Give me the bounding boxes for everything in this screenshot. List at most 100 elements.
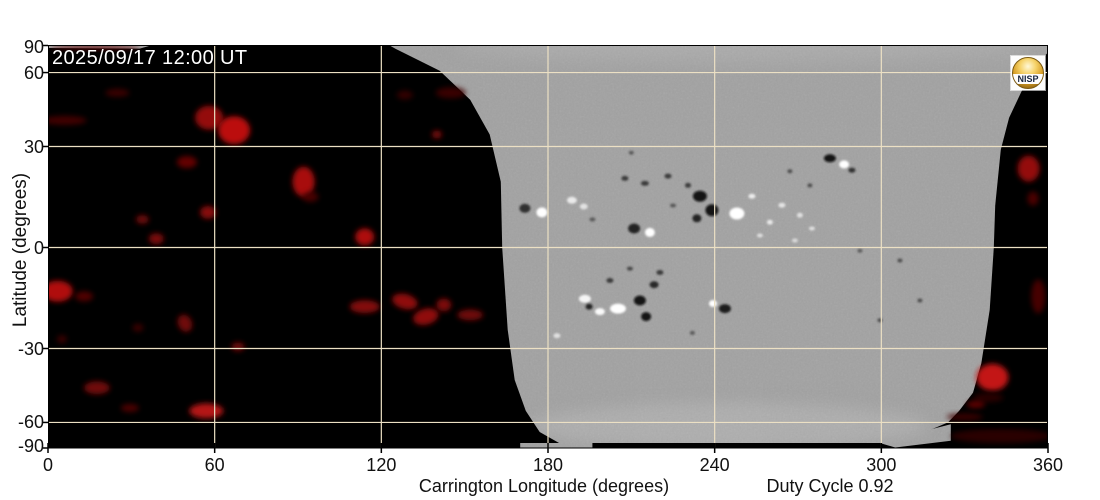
red-feature [292,166,315,197]
magnetic-feature [628,150,634,155]
x-axis-label: Carrington Longitude (degrees) [418,476,670,496]
x-tick-label: 300 [866,455,897,475]
magnetic-feature [823,154,836,163]
red-feature [950,429,1048,444]
red-feature [435,87,466,99]
magnetic-feature [606,278,614,283]
red-feature [105,88,130,97]
magnetic-feature [644,227,655,237]
y-tick-label: -60 [17,412,44,433]
magnetic-feature [670,203,676,208]
magnetic-feature [589,217,596,222]
magnetic-feature [628,223,641,234]
magnetic-feature [808,226,815,231]
magnetic-feature [839,160,850,169]
red-feature [973,393,1004,403]
magnetic-feature [787,169,793,174]
magnetic-feature [748,193,756,199]
magnetic-feature [848,167,856,173]
plot-frame [48,45,1048,449]
magnetic-feature [857,248,863,253]
duty-cycle-label: Duty Cycle 0.92 [766,476,894,496]
red-feature [392,293,418,310]
y-tick-label: 30 [23,136,44,157]
magnetic-feature [553,333,561,339]
magnetic-feature [791,238,798,243]
red-feature [195,105,224,130]
x-tick-label: 180 [532,455,564,475]
red-feature [83,381,110,395]
axis-tick-marks [43,44,1049,453]
magnetic-feature [649,281,659,289]
magnetic-feature [685,182,691,188]
magnetic-feature [610,303,626,314]
red-feature [176,156,197,169]
red-feature [75,291,94,302]
red-feature [355,228,375,246]
red-feature [457,309,484,321]
x-tick-label: 360 [1032,455,1064,475]
magnetic-feature [692,190,707,202]
red-feature [1027,191,1039,206]
magnetic-feature [641,312,652,322]
red-feature [48,115,87,125]
red-feature [132,323,144,332]
red-feature [1031,279,1046,314]
red-feature [48,280,73,302]
magnetic-feature [766,219,773,225]
nisp-logo: NISP [1011,56,1045,90]
magnetic-feature [566,196,577,204]
y-tick-label: -90 [17,436,44,456]
magnetic-feature [917,298,923,303]
magnetic-feature [692,214,702,223]
red-feature [56,335,67,344]
red-feature [976,363,1009,391]
red-feature [50,45,141,50]
magnetic-feature [585,303,593,310]
magnetic-feature [897,258,903,263]
magnetic-feature [778,202,786,208]
y-tick-label: 90 [23,37,44,57]
magnetic-feature [519,203,531,213]
y-tick-label: 0 [33,237,44,258]
magnetic-feature [718,304,731,314]
magnetic-feature [536,207,548,218]
magnetic-feature [709,300,717,307]
magnetic-feature [633,295,646,306]
red-feature [135,214,149,224]
magnetic-feature [756,233,763,238]
red-feature [946,413,983,421]
magnetic-feature [705,204,719,217]
red-feature [302,191,319,202]
red-feature [413,308,439,326]
magnetic-feature [807,183,813,188]
red-feature [200,205,216,219]
x-tick-label: 120 [366,455,397,475]
magnetic-feature [689,330,695,335]
magnetic-feature [578,294,591,303]
red-feature [966,401,985,408]
magnetic-feature [656,270,664,275]
red-feature [189,403,224,419]
x-tick-label: 60 [204,455,225,475]
magnetic-feature [729,207,745,220]
x-tick-label: 0 [42,455,54,475]
red-feature [120,404,139,412]
red-feature [436,298,452,312]
magnetic-feature [796,212,803,218]
coordinate-gridlines [48,45,1048,448]
nisp-sun-icon: NISP [1012,57,1044,89]
red-feature [1017,155,1040,182]
active-region-features [519,150,923,339]
magnetic-feature [664,173,672,179]
magnetic-feature [640,180,649,186]
y-tick-label: -30 [17,338,44,359]
red-feature [148,233,164,245]
red-feature [177,314,193,332]
magnetic-feature [621,175,629,181]
red-feature [396,90,413,100]
red-feature [231,342,245,352]
red-feature [218,116,251,145]
